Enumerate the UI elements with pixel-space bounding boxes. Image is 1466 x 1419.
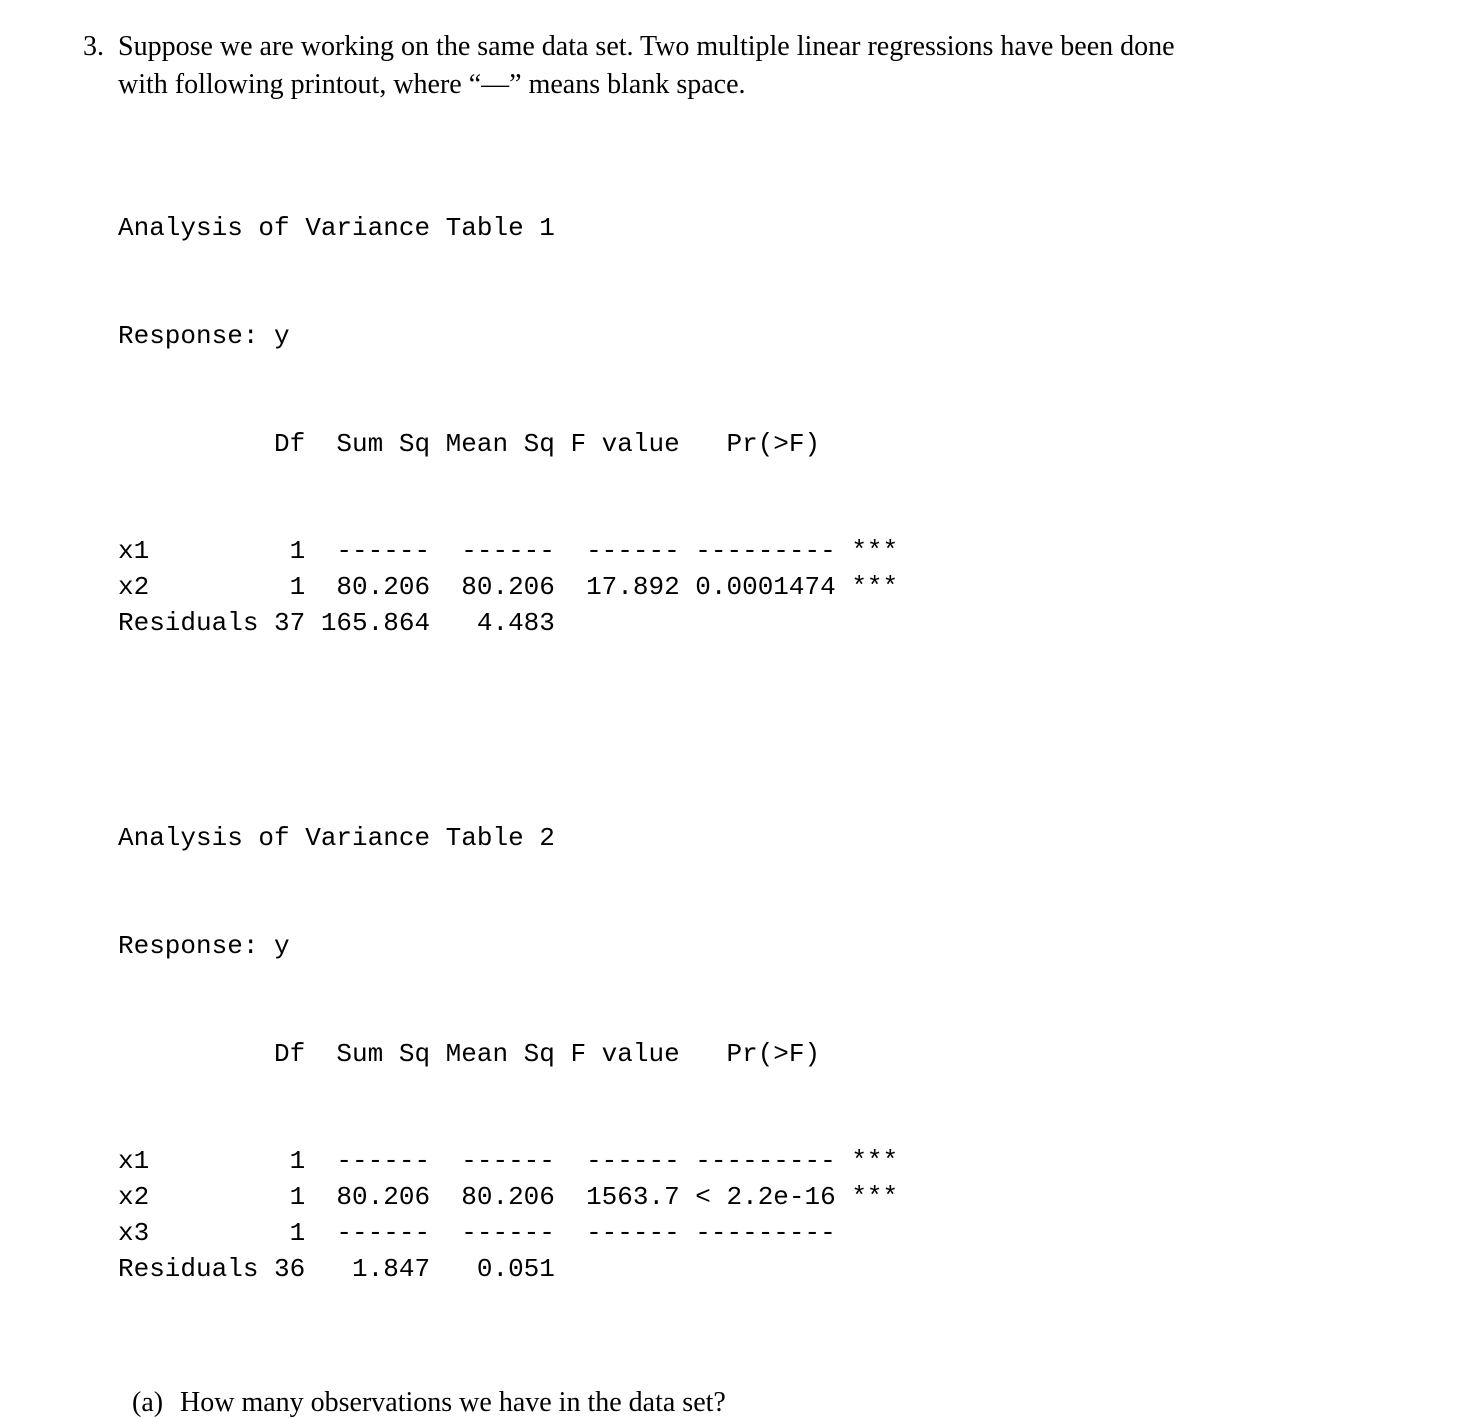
- anova2-response: Response: y: [118, 929, 1418, 965]
- subquestion-a: (a) How many observations we have in the…: [132, 1387, 1418, 1419]
- question-line: 3. Suppose we are working on the same da…: [48, 28, 1418, 104]
- question-body: Suppose we are working on the same data …: [118, 28, 1418, 104]
- subquestion-label: (a): [132, 1387, 180, 1419]
- anova2-rows: x1 1 ------ ------ ------ --------- *** …: [118, 1144, 1418, 1288]
- question-number: 3.: [48, 28, 118, 66]
- anova1-title: Analysis of Variance Table 1: [118, 211, 1418, 247]
- anova2-header: Df Sum Sq Mean Sq F value Pr(>F): [118, 1037, 1418, 1073]
- anova-table-2: Analysis of Variance Table 2 Response: y…: [118, 750, 1418, 1360]
- page: 3. Suppose we are working on the same da…: [0, 0, 1466, 776]
- question-text-line2: with following printout, where “—” means…: [118, 69, 746, 100]
- anova1-rows: x1 1 ------ ------ ------ --------- *** …: [118, 534, 1418, 642]
- anova1-response: Response: y: [118, 319, 1418, 355]
- anova1-header: Df Sum Sq Mean Sq F value Pr(>F): [118, 427, 1418, 463]
- anova2-title: Analysis of Variance Table 2: [118, 821, 1418, 857]
- question-text-line1: Suppose we are working on the same data …: [118, 31, 1175, 62]
- anova-table-1: Analysis of Variance Table 1 Response: y…: [118, 140, 1418, 714]
- subquestion-text: How many observations we have in the dat…: [180, 1387, 726, 1419]
